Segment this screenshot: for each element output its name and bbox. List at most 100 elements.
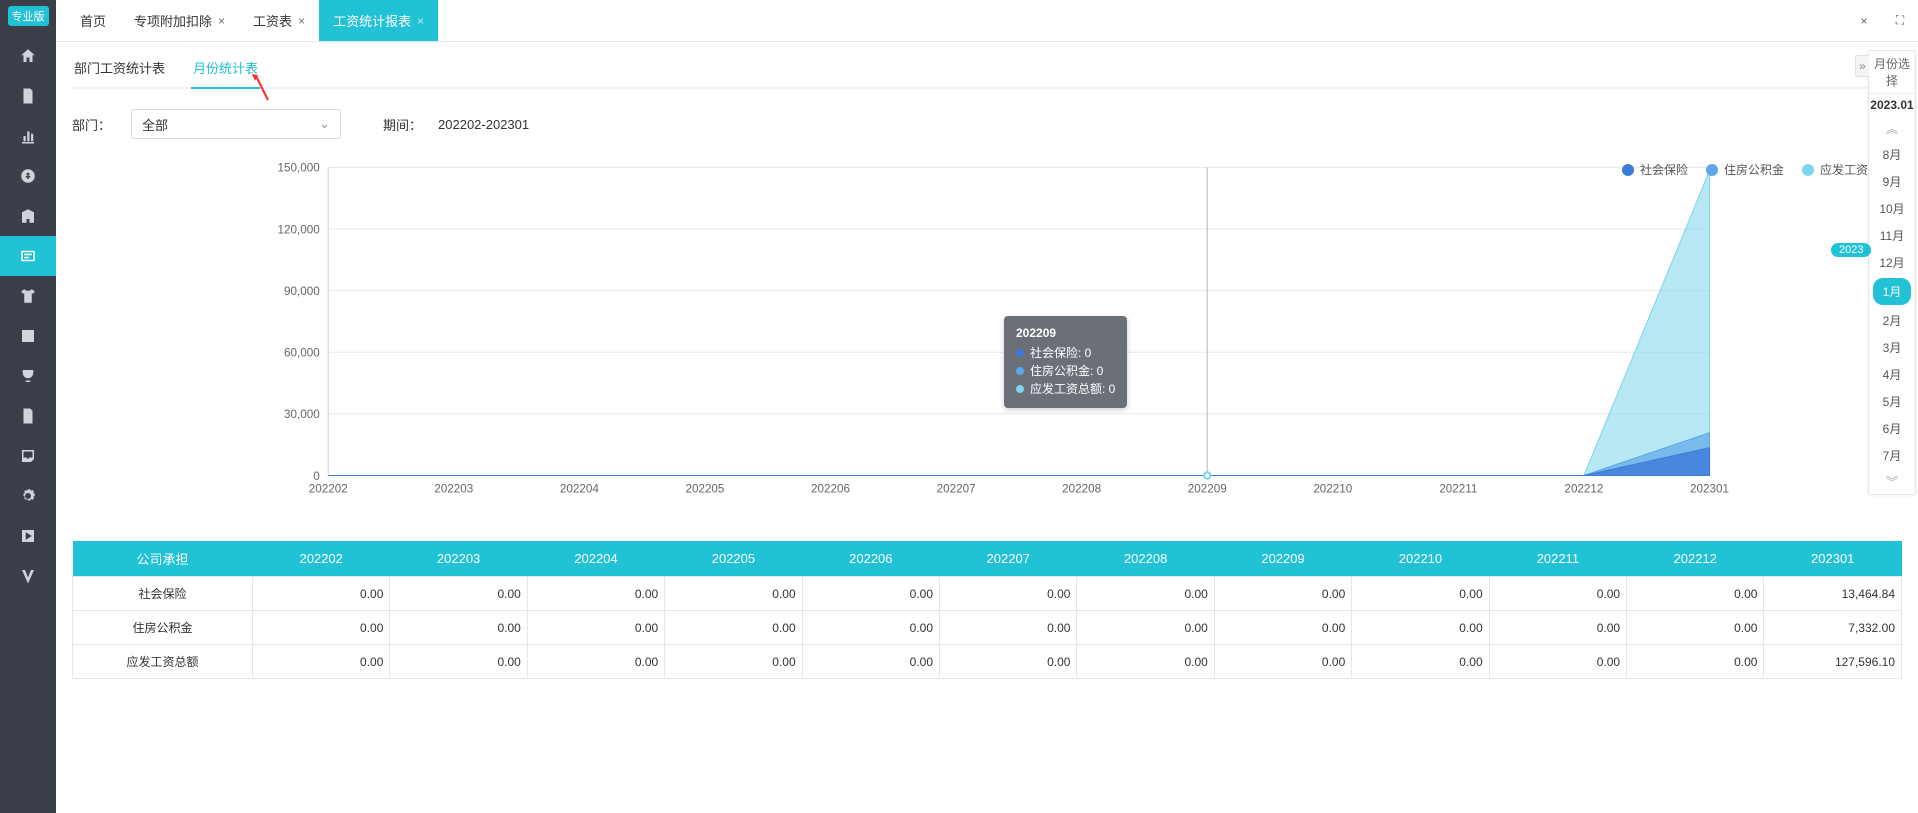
cell: 0.00 <box>1352 577 1489 611</box>
month-selector-panel: » 月份选择 2023.01 ︽ 8月9月10月11月12月1月2月3月4月5月… <box>1868 50 1916 495</box>
month-item[interactable]: 4月 <box>1869 361 1915 388</box>
legend-dot-icon <box>1802 164 1814 176</box>
table-header: 202205 <box>665 541 802 577</box>
legend-item[interactable]: 住房公积金 <box>1706 161 1784 178</box>
month-item[interactable]: 2月 <box>1869 307 1915 334</box>
period-label: 期间： <box>383 115 422 134</box>
month-panel-up-button[interactable]: ︽ <box>1869 116 1915 141</box>
table-header: 202209 <box>1214 541 1351 577</box>
nav-doc-icon[interactable] <box>0 76 56 116</box>
table-row: 住房公积金0.000.000.000.000.000.000.000.000.0… <box>73 611 1902 645</box>
edition-badge: 专业版 <box>8 6 49 26</box>
chevron-down-icon: ⌄ <box>319 116 330 132</box>
tooltip-dot-icon <box>1016 367 1024 375</box>
dept-select[interactable]: 全部 ⌄ <box>131 109 341 139</box>
chart-container: 社会保险住房公积金应发工资总额 030,00060,00090,000120,0… <box>72 161 1902 531</box>
cell: 0.00 <box>1214 577 1351 611</box>
nav-salary-icon[interactable] <box>0 236 56 276</box>
nav-page-icon[interactable] <box>0 396 56 436</box>
tab-首页[interactable]: 首页 <box>66 0 120 41</box>
chart-legend: 社会保险住房公积金应发工资总额 <box>1622 161 1892 178</box>
svg-text:202203: 202203 <box>434 483 473 496</box>
cell: 0.00 <box>1627 577 1764 611</box>
tab-专项附加扣除[interactable]: 专项附加扣除 × <box>120 0 239 41</box>
content: 部门工资统计表月份统计表 ↻ 刷新 部门： 全部 ⌄ 期间： 202202-20… <box>56 42 1918 813</box>
month-item[interactable]: 8月 <box>1869 141 1915 168</box>
row-name: 住房公积金 <box>73 611 253 645</box>
table-header: 202211 <box>1489 541 1626 577</box>
tab-label: 工资统计报表 <box>333 11 411 30</box>
nav-inbox-icon[interactable] <box>0 436 56 476</box>
cell: 0.00 <box>665 645 802 679</box>
nav-chart-icon[interactable] <box>0 116 56 156</box>
month-item[interactable]: 11月 <box>1869 222 1915 249</box>
sub-tab-月份统计表[interactable]: 月份统计表 <box>191 54 260 83</box>
nav-play-icon[interactable] <box>0 516 56 556</box>
month-panel-selected: 2023.01 <box>1869 94 1915 116</box>
tab-label: 首页 <box>80 11 106 30</box>
row-name: 社会保险 <box>73 577 253 611</box>
cell: 0.00 <box>940 645 1077 679</box>
table-header: 202203 <box>390 541 527 577</box>
month-item[interactable]: 12月 <box>1869 249 1915 276</box>
nav-building-icon[interactable] <box>0 196 56 236</box>
table-header-first: 公司承担 <box>73 541 253 577</box>
nav-gear-icon[interactable] <box>0 476 56 516</box>
chart-tooltip: 202209 社会保险: 0住房公积金: 0应发工资总额: 0 <box>1004 316 1127 408</box>
cell: 0.00 <box>527 611 664 645</box>
svg-text:202207: 202207 <box>937 483 976 496</box>
svg-text:202205: 202205 <box>685 483 724 496</box>
nav-image-icon[interactable] <box>0 316 56 356</box>
close-window-button[interactable]: × <box>1846 0 1882 41</box>
cell: 0.00 <box>1214 611 1351 645</box>
tab-close-icon[interactable]: × <box>218 14 225 28</box>
tab-close-icon[interactable]: × <box>417 14 424 28</box>
main-area: 首页 专项附加扣除 × 工资表 × 工资统计报表 × × ⛶ 部门工资统计表月份统计表 ↻ … <box>56 0 1918 813</box>
cell: 0.00 <box>253 645 390 679</box>
tooltip-title: 202209 <box>1016 324 1115 342</box>
cell: 0.00 <box>1077 577 1214 611</box>
month-item[interactable]: 9月 <box>1869 168 1915 195</box>
cell: 0.00 <box>1352 611 1489 645</box>
tab-工资表[interactable]: 工资表 × <box>239 0 319 41</box>
nav-money-icon[interactable] <box>0 156 56 196</box>
svg-text:202204: 202204 <box>560 483 599 496</box>
month-panel-collapse-button[interactable]: » <box>1855 55 1869 77</box>
dept-value: 全部 <box>142 115 168 134</box>
svg-text:202208: 202208 <box>1062 483 1101 496</box>
cell: 127,596.10 <box>1764 645 1902 679</box>
cell: 0.00 <box>1489 645 1626 679</box>
month-item[interactable]: 10月 <box>1869 195 1915 222</box>
row-name: 应发工资总额 <box>73 645 253 679</box>
legend-item[interactable]: 社会保险 <box>1622 161 1688 178</box>
left-nav: 专业版 <box>0 0 56 813</box>
tooltip-row: 应发工资总额: 0 <box>1016 380 1115 398</box>
cell: 0.00 <box>665 577 802 611</box>
cell: 0.00 <box>390 577 527 611</box>
tab-label: 工资表 <box>253 11 292 30</box>
filter-row: 部门： 全部 ⌄ 期间： 202202-202301 <box>72 109 1902 139</box>
tab-工资统计报表[interactable]: 工资统计报表 × <box>319 0 438 41</box>
svg-text:60,000: 60,000 <box>284 347 320 360</box>
cell: 0.00 <box>1352 645 1489 679</box>
cell: 0.00 <box>253 611 390 645</box>
month-item[interactable]: 3月 <box>1869 334 1915 361</box>
top-tab-bar: 首页 专项附加扣除 × 工资表 × 工资统计报表 × × ⛶ <box>56 0 1918 42</box>
nav-home-icon[interactable] <box>0 36 56 76</box>
month-item[interactable]: 1月 <box>1873 278 1911 305</box>
cell: 0.00 <box>1077 645 1214 679</box>
nav-shirt-icon[interactable] <box>0 276 56 316</box>
month-panel-down-button[interactable]: ︾ <box>1869 469 1915 494</box>
nav-v-icon[interactable] <box>0 556 56 596</box>
table-header: 202206 <box>802 541 939 577</box>
sub-tab-部门工资统计表[interactable]: 部门工资统计表 <box>72 54 167 83</box>
nav-cup-icon[interactable] <box>0 356 56 396</box>
svg-text:202202: 202202 <box>309 483 348 496</box>
month-item[interactable]: 5月 <box>1869 388 1915 415</box>
month-item[interactable]: 7月 <box>1869 442 1915 469</box>
tab-label: 专项附加扣除 <box>134 11 212 30</box>
month-item[interactable]: 6月 <box>1869 415 1915 442</box>
expand-window-button[interactable]: ⛶ <box>1882 0 1918 41</box>
tab-close-icon[interactable]: × <box>298 14 305 28</box>
svg-text:0: 0 <box>313 470 320 483</box>
